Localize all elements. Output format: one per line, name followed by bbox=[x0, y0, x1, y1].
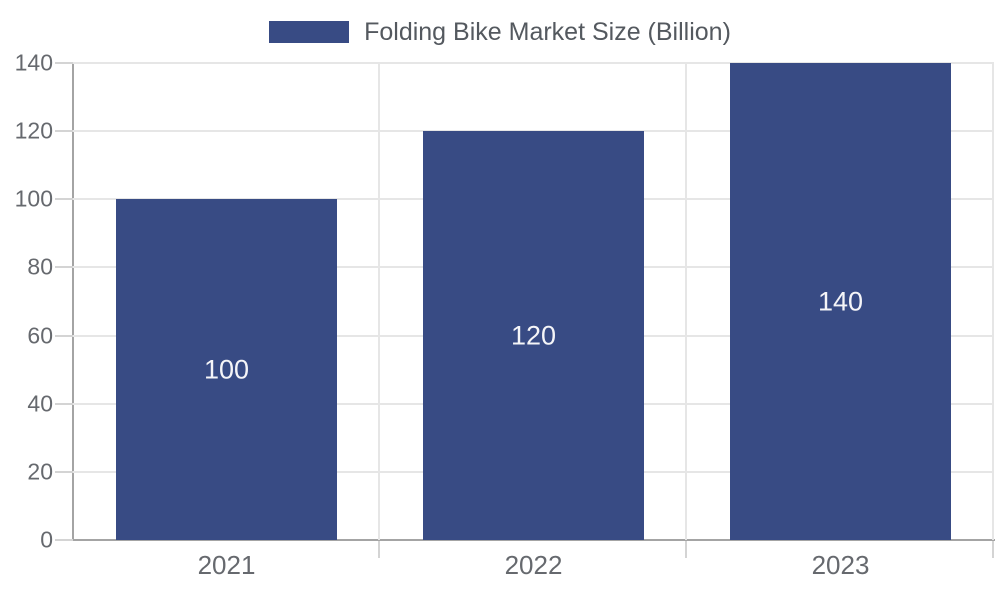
y-axis-label-20: 20 bbox=[27, 458, 53, 485]
y-axis-line bbox=[72, 63, 74, 541]
plot-area: 100 120 140 bbox=[73, 62, 994, 540]
x-axis-tick-1 bbox=[378, 541, 380, 558]
y-axis-tick-0 bbox=[55, 539, 73, 541]
y-axis-label-40: 40 bbox=[27, 390, 53, 417]
y-axis-tick-40 bbox=[55, 402, 73, 405]
legend-item[interactable]: Folding Bike Market Size (Billion) bbox=[0, 10, 1000, 54]
legend-swatch bbox=[269, 21, 350, 43]
y-axis-label-80: 80 bbox=[27, 253, 53, 280]
x-axis-label-2021: 2021 bbox=[197, 550, 256, 580]
x-axis-label-2023: 2023 bbox=[811, 550, 870, 580]
gridline-boundary-2 bbox=[685, 63, 687, 540]
bar-2021[interactable] bbox=[116, 199, 337, 540]
legend-label: Folding Bike Market Size (Billion) bbox=[364, 17, 731, 46]
x-axis-label-2022: 2022 bbox=[504, 550, 563, 580]
y-axis-label-120: 120 bbox=[14, 117, 53, 144]
y-axis-tick-60 bbox=[55, 334, 73, 337]
y-axis-label-100: 100 bbox=[14, 185, 53, 212]
y-axis-tick-140 bbox=[55, 62, 73, 64]
bar-value-label-2023: 140 bbox=[817, 286, 864, 316]
x-axis-line bbox=[72, 539, 995, 541]
bar-2023[interactable] bbox=[730, 63, 951, 540]
y-axis-label-60: 60 bbox=[27, 322, 53, 349]
y-axis-tick-80 bbox=[55, 266, 73, 269]
y-axis-label-0: 0 bbox=[40, 526, 53, 553]
gridline-boundary-3 bbox=[992, 63, 994, 540]
y-axis-label-140: 140 bbox=[14, 49, 53, 76]
x-axis-tick-3 bbox=[992, 541, 994, 558]
bar-value-label-2021: 100 bbox=[203, 354, 250, 384]
x-axis-tick-2 bbox=[685, 541, 687, 558]
y-axis-tick-100 bbox=[55, 198, 73, 201]
gridline-y-140 bbox=[73, 62, 994, 64]
y-axis-tick-120 bbox=[55, 130, 73, 133]
y-axis-tick-20 bbox=[55, 470, 73, 473]
bar-value-label-2022: 120 bbox=[510, 320, 557, 350]
bar-2022[interactable] bbox=[423, 131, 644, 540]
gridline-boundary-1 bbox=[378, 63, 380, 540]
